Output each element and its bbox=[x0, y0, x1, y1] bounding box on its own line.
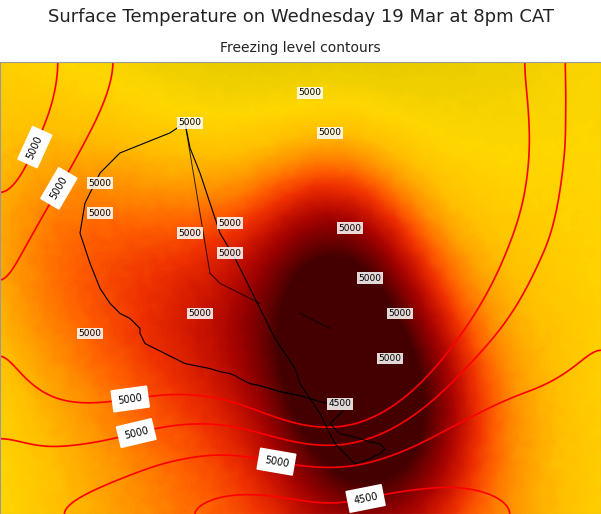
Text: 5000: 5000 bbox=[189, 309, 212, 318]
Text: 5000: 5000 bbox=[178, 229, 201, 237]
Text: 5000: 5000 bbox=[299, 88, 322, 97]
Text: 5000: 5000 bbox=[117, 392, 143, 406]
Text: 5000: 5000 bbox=[263, 454, 290, 469]
Text: 5000: 5000 bbox=[338, 224, 361, 233]
Text: 5000: 5000 bbox=[359, 274, 382, 283]
Text: 5000: 5000 bbox=[388, 309, 412, 318]
Text: Surface Temperature on Wednesday 19 Mar at 8pm CAT: Surface Temperature on Wednesday 19 Mar … bbox=[47, 8, 554, 26]
Text: Freezing level contours: Freezing level contours bbox=[220, 41, 381, 55]
Text: 5000: 5000 bbox=[379, 354, 401, 363]
Text: 5000: 5000 bbox=[219, 218, 242, 228]
Text: 5000: 5000 bbox=[319, 128, 341, 137]
Text: 5000: 5000 bbox=[48, 175, 69, 201]
Text: 5000: 5000 bbox=[79, 329, 102, 338]
Text: 5000: 5000 bbox=[219, 249, 242, 258]
Text: 5000: 5000 bbox=[25, 134, 44, 160]
Text: 5000: 5000 bbox=[88, 209, 112, 217]
Text: 4500: 4500 bbox=[353, 491, 379, 506]
Text: 5000: 5000 bbox=[123, 426, 150, 441]
Text: 4500: 4500 bbox=[329, 399, 352, 408]
Text: 5000: 5000 bbox=[178, 118, 201, 127]
Text: 5000: 5000 bbox=[88, 178, 112, 188]
